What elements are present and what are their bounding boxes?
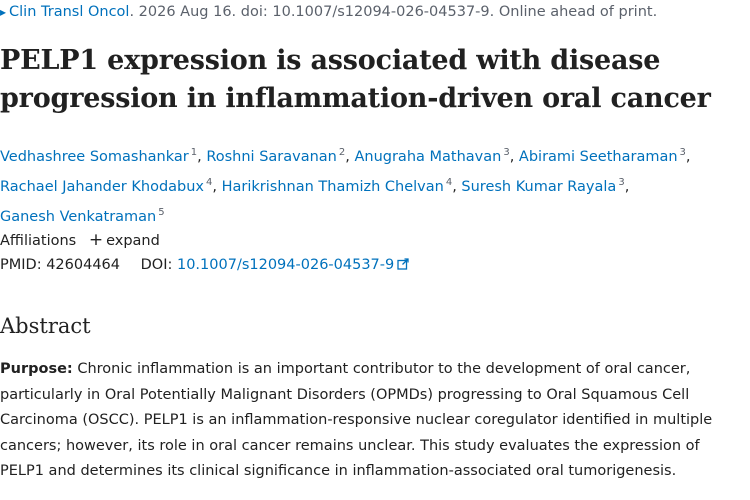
author-link[interactable]: Rachael Jahander Khodabux — [0, 179, 205, 195]
author-item: Roshni Saravanan 2 — [206, 147, 346, 165]
author-link[interactable]: Harikrishnan Thamizh Chelvan — [221, 179, 444, 195]
author-link[interactable]: Ganesh Venkatraman — [0, 209, 157, 225]
author-link[interactable]: Vedhashree Somashankar — [0, 149, 189, 165]
doi-value: 10.1007/s12094-026-04537-9 — [176, 257, 395, 273]
abstract-paragraph: Purpose: Chronic inflammation is an impo… — [0, 357, 748, 485]
arrow-icon: ▸ — [0, 5, 7, 19]
author-item: Anugraha Mathavan 3 — [354, 147, 510, 165]
affiliation-number[interactable]: 3 — [503, 147, 510, 158]
author-link[interactable]: Anugraha Mathavan — [354, 149, 502, 165]
expand-label: expand — [106, 233, 160, 249]
authors-list: Vedhashree Somashankar 1, Roshni Saravana… — [0, 147, 691, 225]
author-item: Abirami Seetharaman 3 — [518, 147, 686, 165]
affiliation-number[interactable]: 3 — [618, 177, 625, 188]
author-link[interactable]: Abirami Seetharaman — [518, 149, 678, 165]
affiliations-label: Affiliations — [0, 233, 77, 249]
author-item: Suresh Kumar Rayala 3 — [461, 177, 625, 195]
affiliation-number[interactable]: 4 — [445, 177, 453, 188]
author-link[interactable]: Suresh Kumar Rayala — [461, 179, 617, 195]
affiliation-number[interactable]: 2 — [338, 147, 346, 158]
author-link[interactable]: Roshni Saravanan — [206, 149, 337, 165]
pmid-value: 42604464 — [46, 257, 121, 273]
identifiers-row: PMID: 42604464 DOI: 10.1007/s12094-026-0… — [0, 257, 409, 273]
doi-link[interactable]: 10.1007/s12094-026-04537-9 — [177, 257, 409, 273]
purpose-label: Purpose: — [0, 361, 73, 377]
purpose-text: Chronic inflammation is an important con… — [0, 361, 713, 480]
plus-icon: + — [88, 230, 104, 250]
affiliation-number[interactable]: 5 — [158, 207, 165, 218]
affiliation-number[interactable]: 1 — [190, 147, 198, 158]
pmid-label: PMID: — [0, 257, 42, 273]
article-title: PELP1 expression is associated with dise… — [0, 45, 711, 114]
affiliation-number[interactable]: 4 — [206, 177, 213, 188]
abstract-heading: Abstract — [0, 314, 91, 338]
expand-affiliations-button[interactable]: + expand — [88, 230, 160, 250]
citation-line: ▸ Clin Transl Oncol. 2026 Aug 16. doi: 10… — [0, 4, 657, 20]
external-link-icon — [397, 258, 409, 270]
author-item: Harikrishnan Thamizh Chelvan 4 — [221, 177, 453, 195]
affiliation-number[interactable]: 3 — [679, 147, 686, 158]
affiliations-row: Affiliations + expand — [0, 230, 160, 250]
citation-details: . 2026 Aug 16. doi: 10.1007/s12094-026-0… — [129, 4, 658, 20]
author-item: Ganesh Venkatraman 5 — [0, 207, 165, 225]
journal-link[interactable]: Clin Transl Oncol — [9, 4, 130, 20]
author-item: Rachael Jahander Khodabux 4 — [0, 177, 213, 195]
author-item: Vedhashree Somashankar 1 — [0, 147, 198, 165]
doi-label: DOI: — [140, 257, 173, 273]
